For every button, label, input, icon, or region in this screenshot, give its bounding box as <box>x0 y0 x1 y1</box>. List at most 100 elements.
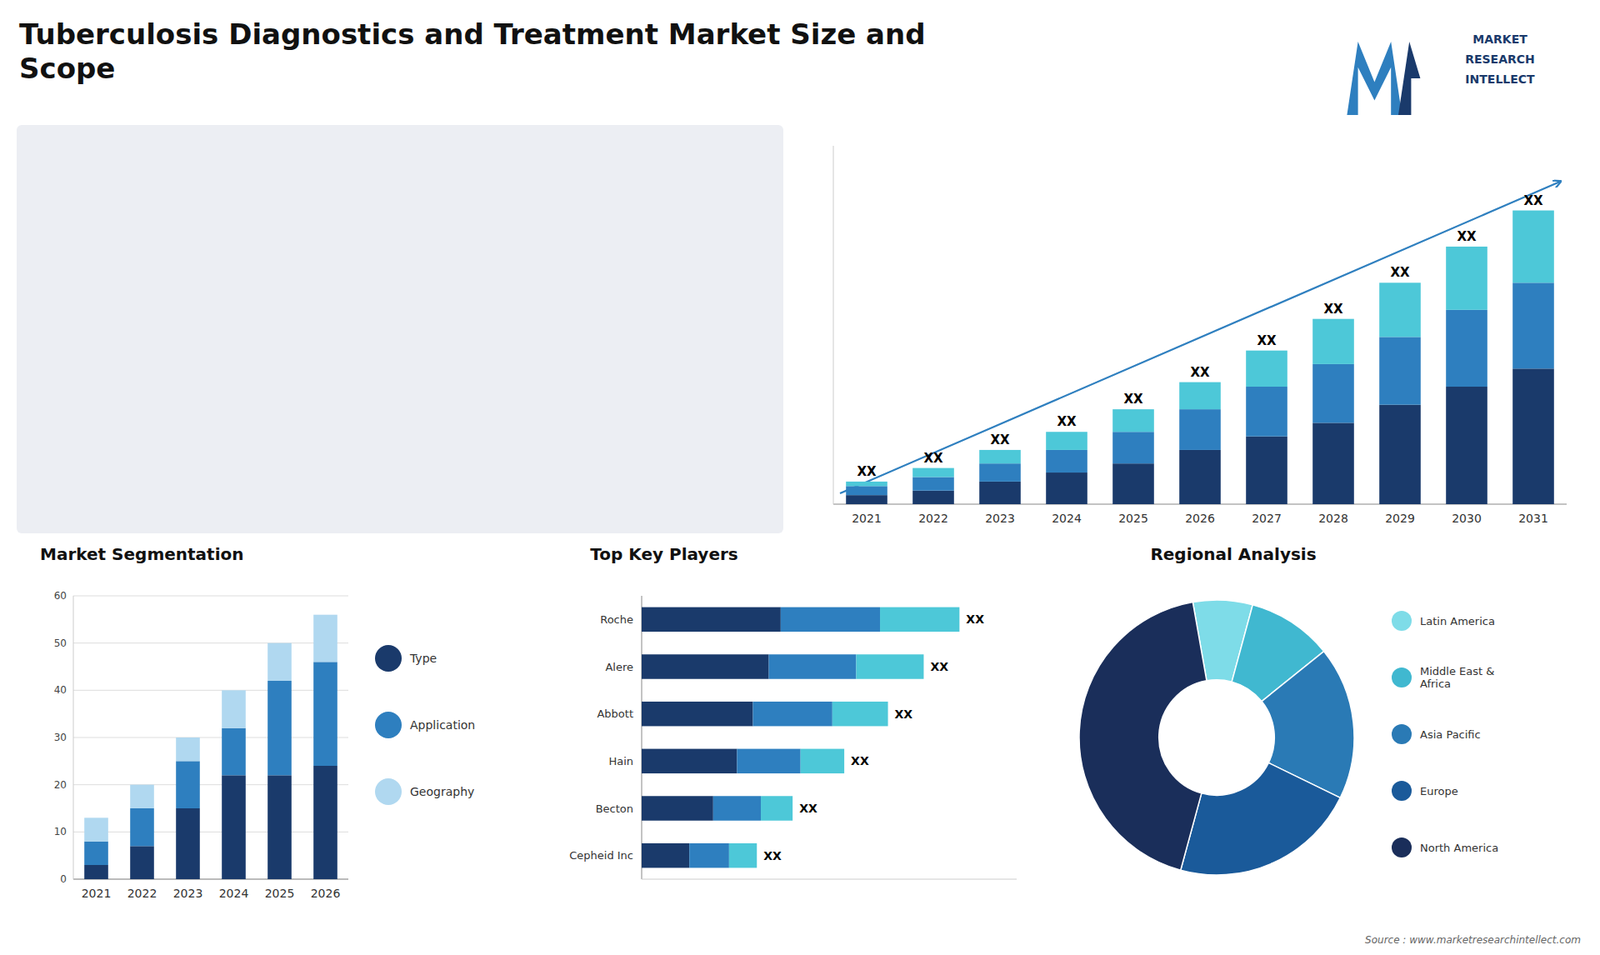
legend-swatch <box>1391 667 1412 688</box>
bar-segment <box>221 690 246 728</box>
bar-segment <box>313 661 338 766</box>
logo-text: INTELLECT <box>1465 72 1535 86</box>
category-label: 2027 <box>1251 511 1282 525</box>
bar-segment <box>1312 319 1355 365</box>
bar-annotation: XX <box>990 432 1010 448</box>
bar-segment <box>736 749 800 774</box>
bar-segment <box>130 808 155 846</box>
bar-segment <box>1445 246 1488 310</box>
bar-segment <box>713 795 761 820</box>
legend-swatch <box>1391 780 1412 801</box>
bars <box>641 607 960 869</box>
category-label: 2029 <box>1385 511 1415 525</box>
bar-annotation: XX <box>1056 414 1077 430</box>
bar-segment <box>313 615 338 663</box>
bar-segment <box>800 749 845 774</box>
legend-label: North America <box>1420 841 1499 855</box>
bar-segment <box>130 845 155 880</box>
logo-shape <box>1398 41 1420 115</box>
bar-annotation: XX <box>763 849 782 863</box>
bar-annotation: XX <box>1523 193 1544 209</box>
tick-label: 0 <box>60 873 67 885</box>
bar-annotation: XX <box>1256 333 1277 349</box>
grid-line <box>73 642 349 644</box>
bar-segment <box>979 481 1021 505</box>
bar-segment <box>1245 350 1288 387</box>
bar-segment <box>267 680 292 775</box>
category-label: 2022 <box>127 886 158 900</box>
category-label: 2026 <box>310 886 341 900</box>
logo-mark <box>1346 41 1420 115</box>
bar-annotation: XX <box>930 660 949 674</box>
bar-segment <box>1112 431 1155 464</box>
bar-segment <box>1112 409 1155 432</box>
grid-line <box>73 879 349 880</box>
bar-annotation: XX <box>850 754 870 768</box>
tick-label: 40 <box>54 684 67 696</box>
grid-line <box>73 737 349 739</box>
category-label: Becton <box>595 802 634 815</box>
bar-segment <box>1445 386 1488 505</box>
bar-segment <box>1312 364 1355 423</box>
bar-segment <box>1179 409 1221 450</box>
logo-text: MARKET <box>1472 32 1528 46</box>
bar-segment <box>979 450 1021 464</box>
category-label: 2022 <box>918 511 949 525</box>
bar-segment <box>221 728 246 776</box>
bar-annotation: XX <box>1190 365 1210 380</box>
legend-swatch <box>1391 610 1412 631</box>
category-label: 2021 <box>851 511 882 525</box>
grid-line <box>73 831 349 833</box>
bar-segment <box>175 737 200 761</box>
category-label: Cepheid Inc <box>569 849 634 862</box>
bars <box>845 210 1555 505</box>
bar-segment <box>729 843 757 868</box>
category-label: 2028 <box>1318 511 1349 525</box>
legend-swatch <box>375 778 402 805</box>
category-label: 2023 <box>985 511 1015 525</box>
bar-segment <box>641 795 714 820</box>
bar-annotation: XX <box>1323 301 1344 317</box>
bar-segment <box>1445 310 1488 387</box>
tick-label: 10 <box>54 825 67 838</box>
donut-chart <box>1079 600 1355 875</box>
background <box>0 0 1600 955</box>
bar-annotation: XX <box>856 464 877 480</box>
legend-swatch <box>375 645 402 672</box>
bar-segment <box>1045 450 1088 473</box>
legend-label: Latin America <box>1420 615 1495 628</box>
bar-segment <box>845 485 888 495</box>
bar-segment <box>641 654 770 679</box>
donut-slice <box>1079 602 1207 871</box>
bar-segment <box>641 843 690 868</box>
category-label: Roche <box>600 613 634 626</box>
donut-slice <box>1180 762 1341 875</box>
bar-segment <box>1245 436 1288 505</box>
bar-segment <box>855 654 924 679</box>
bar-segment <box>267 643 292 681</box>
bar-segment <box>1379 405 1421 505</box>
legend-swatch <box>1391 724 1412 745</box>
bar-chart: 2021202220232024202520262027202820292030… <box>833 145 1567 525</box>
source-note: Source : www.marketresearchintellect.com <box>1365 934 1581 946</box>
legend: Latin AmericaMiddle East &AfricaAsia Pac… <box>1391 610 1499 858</box>
bar-segment <box>1179 450 1221 505</box>
category-label: 2030 <box>1451 511 1482 525</box>
bar-annotation: XX <box>923 450 944 466</box>
value-axis-line <box>73 595 75 880</box>
legend-label: Application <box>410 718 475 732</box>
tick-label: 20 <box>54 779 67 791</box>
bar-segment <box>1045 472 1088 505</box>
bar-segment <box>689 843 730 868</box>
category-label: 2025 <box>265 886 295 900</box>
legend-swatch <box>375 711 402 739</box>
bar-segment <box>1512 210 1555 284</box>
category-label: Abbott <box>596 707 634 720</box>
category-axis-line <box>73 879 349 880</box>
value-axis-line <box>833 145 835 505</box>
bar-segment <box>780 607 880 632</box>
bar-segment <box>175 760 200 809</box>
bar-segment <box>84 865 109 880</box>
category-label: Hain <box>608 755 634 768</box>
bar-chart: 0102030405060202120222023202420252026 <box>54 590 349 900</box>
